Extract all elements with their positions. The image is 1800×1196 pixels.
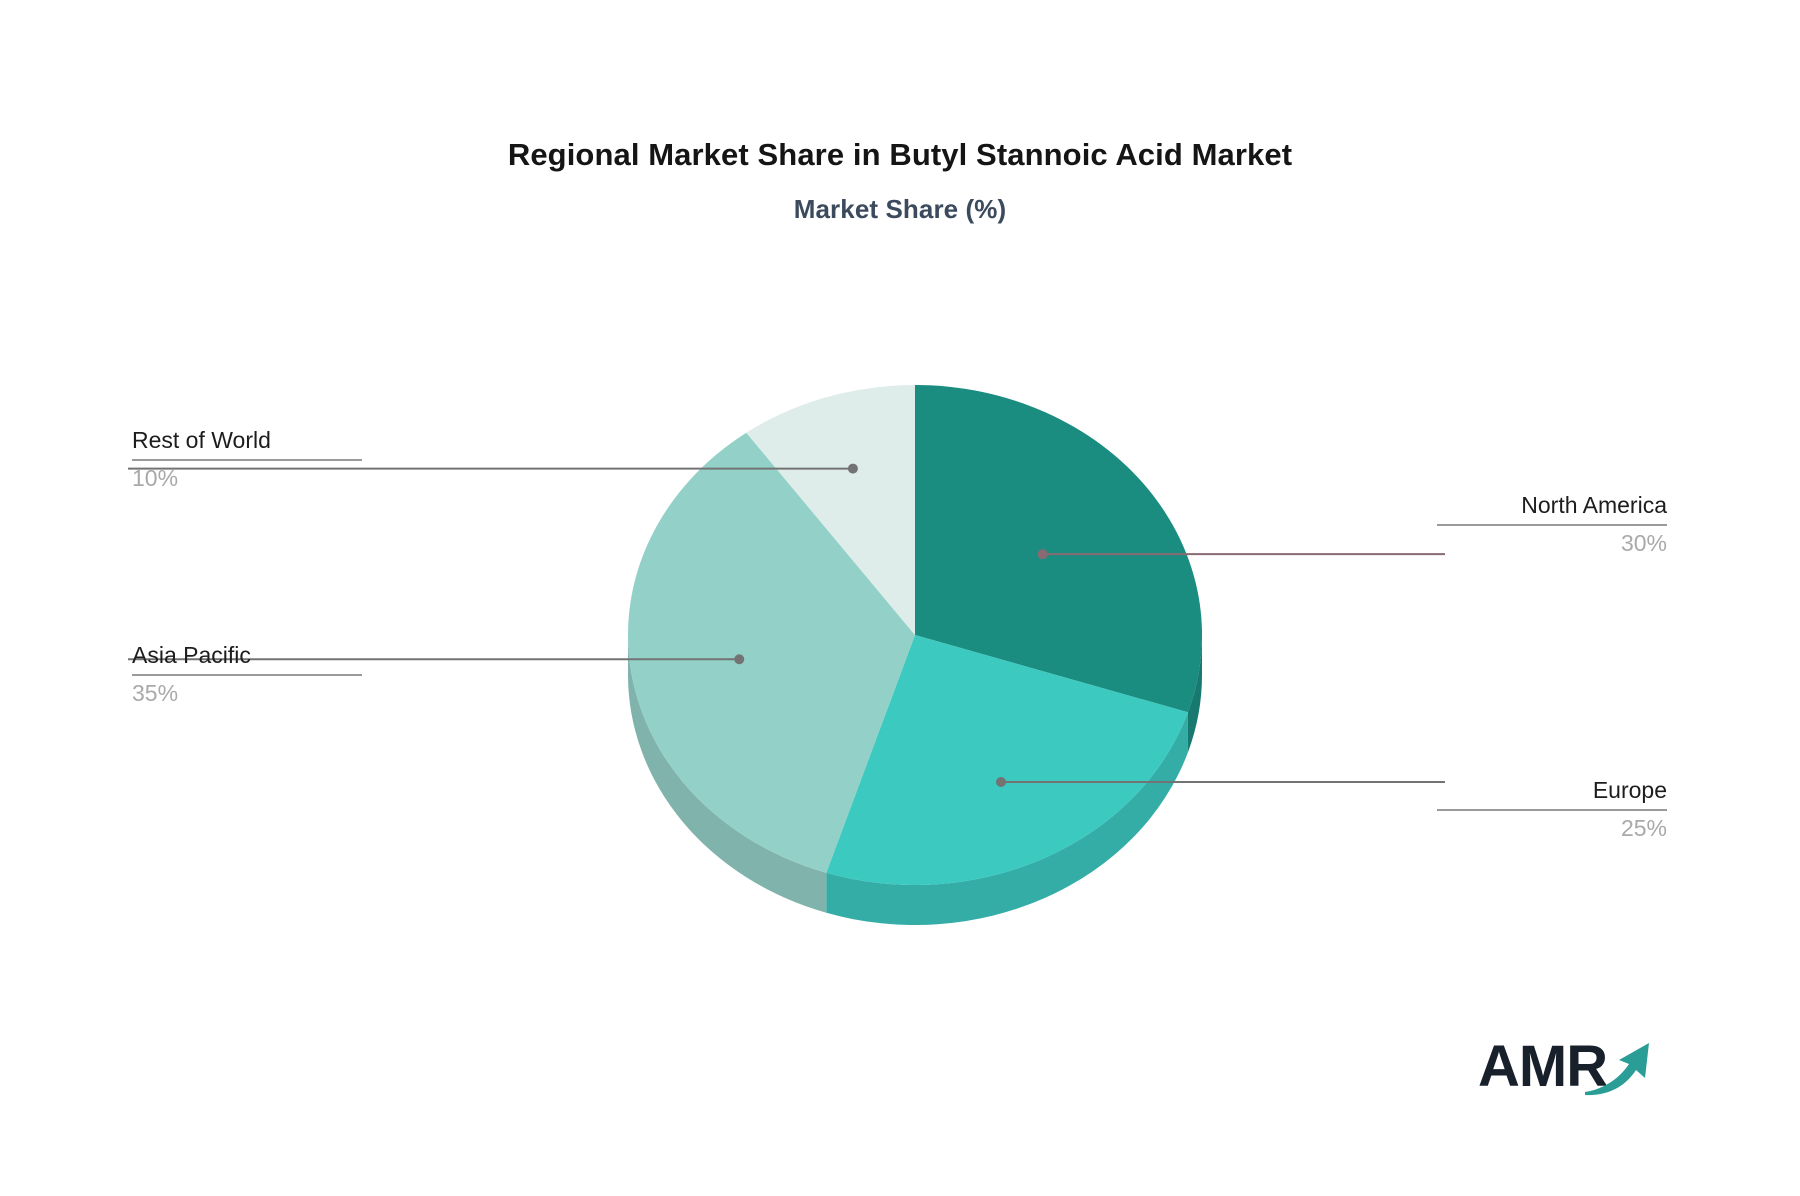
pie-slice-side: [826, 712, 1188, 925]
leader-dot: [734, 654, 745, 665]
amr-logo-text: AMR: [1478, 1034, 1608, 1099]
growth-arrow-icon: [1585, 1043, 1649, 1096]
pie-slices: [627, 385, 1202, 885]
leader-dot: [1037, 549, 1048, 560]
callout-label-rest-of-world: Rest of World: [132, 427, 271, 453]
callout-rule: [1437, 524, 1667, 526]
chart-subtitle: Market Share (%): [793, 194, 1007, 224]
callout-value-europe: 25%: [1620, 815, 1667, 841]
pie-slice-rest-of-world[interactable]: [746, 385, 915, 635]
pie-slice-asia-pacific[interactable]: [627, 432, 915, 873]
pie-slice-north-america[interactable]: [915, 385, 1202, 713]
callout-label-north-america: North America: [1521, 492, 1667, 518]
callout-europe[interactable]: Europe 25%: [1437, 775, 1667, 843]
pie-depth-sides: [628, 635, 1202, 925]
pie-slice-side: [1187, 635, 1202, 753]
callout-label-europe: Europe: [1592, 777, 1667, 803]
pie-slice-europe[interactable]: [826, 635, 1188, 885]
callout-value-north-america: 30%: [1620, 530, 1667, 556]
callout-north-america[interactable]: North America 30%: [1437, 490, 1667, 558]
callout-rule: [132, 459, 362, 461]
callout-asia-pacific[interactable]: Asia Pacific 35%: [132, 640, 362, 708]
callout-rest-of-world[interactable]: Rest of World 10%: [132, 425, 362, 493]
callout-value-asia-pacific: 35%: [132, 680, 179, 706]
pie-slice-side: [628, 635, 827, 913]
callout-rule: [1437, 809, 1667, 811]
leader-dot: [847, 463, 858, 474]
amr-logo: AMR: [1478, 1032, 1653, 1110]
callout-rule: [132, 674, 362, 676]
pie-leader-lines: [128, 463, 1445, 788]
chart-title: Regional Market Share in Butyl Stannoic …: [507, 137, 1293, 172]
callout-label-asia-pacific: Asia Pacific: [132, 642, 251, 668]
leader-dot: [995, 777, 1006, 788]
callout-value-rest-of-world: 10%: [132, 465, 179, 491]
